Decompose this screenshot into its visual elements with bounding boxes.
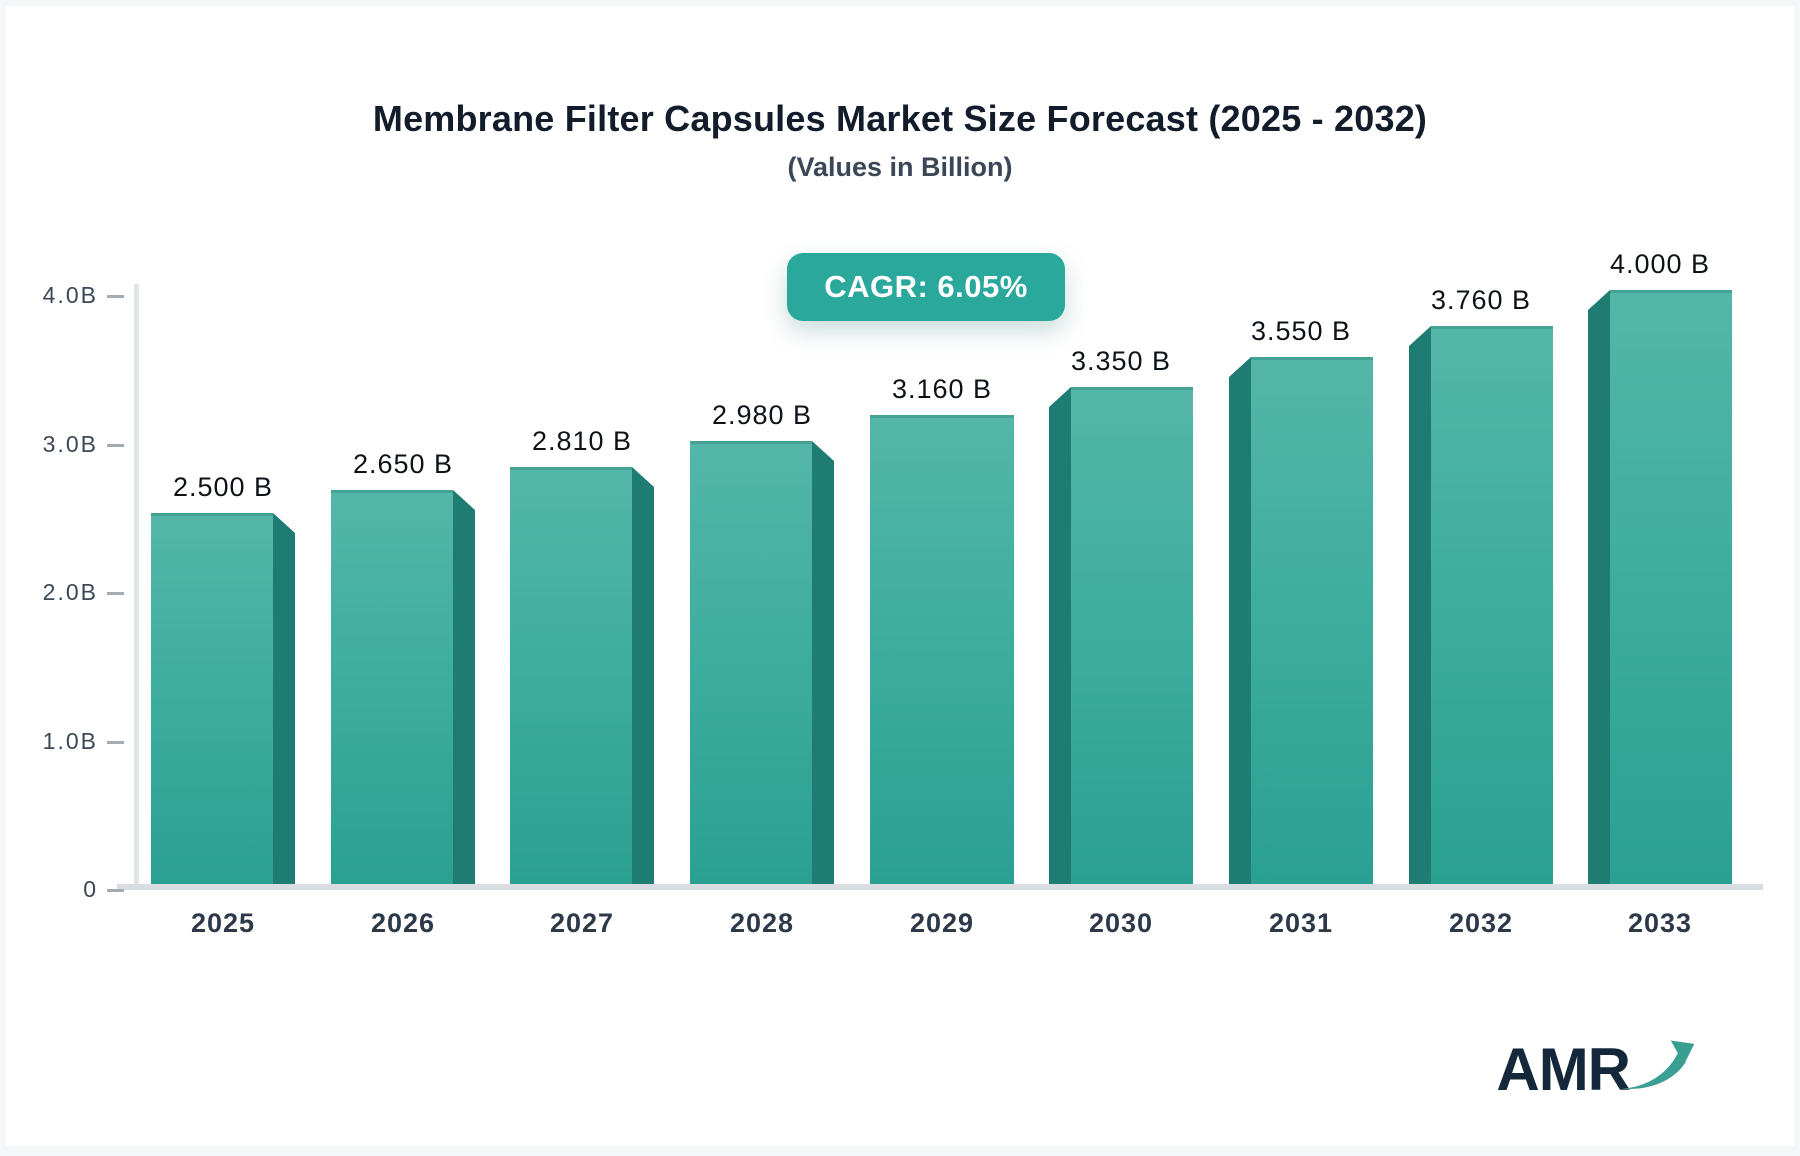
bar-face (1431, 326, 1553, 884)
x-axis-label: 2027 (549, 908, 615, 938)
y-axis-line (134, 284, 139, 890)
x-axis-label: 2033 (1627, 908, 1693, 938)
bar-2025 (151, 513, 295, 884)
x-axis-label: 2028 (729, 908, 795, 938)
y-axis-label: 2.0B (42, 579, 98, 605)
bar-face (151, 513, 273, 884)
bar-2027 (510, 467, 654, 884)
bar-value-label: 4.000 B (1609, 249, 1711, 279)
bar-3d-side (632, 467, 654, 884)
bar-face (510, 467, 632, 884)
bar-3d-side (1229, 357, 1251, 884)
bar-3d-side (273, 513, 295, 884)
bar-face (331, 490, 453, 884)
y-axis-label: 0 (83, 876, 98, 902)
amr-logo-text: AMR (1496, 1036, 1631, 1103)
bar-3d-side (812, 441, 834, 884)
x-axis-label: 2026 (370, 908, 436, 938)
bar-3d-side (1049, 387, 1071, 884)
plot-area: 2.500 B 2.650 B 2.810 B 2.980 B 3.160 B 3.350… (133, 240, 1750, 884)
x-axis-label: 2025 (190, 908, 256, 938)
x-axis-label: 2030 (1088, 908, 1154, 938)
chart-subtitle: (Values in Billion) (787, 152, 1013, 182)
growth-arrow-icon (1621, 1040, 1695, 1089)
bar-value-label: 3.550 B (1250, 316, 1352, 346)
bar-face (1610, 290, 1732, 884)
bar-value-label: 3.760 B (1430, 285, 1532, 315)
bar-2032 (1409, 326, 1553, 884)
y-axis-label: 4.0B (42, 282, 98, 308)
bar-value-label: 2.500 B (172, 472, 274, 502)
bar-2033 (1588, 290, 1732, 884)
bar-2030 (1049, 387, 1193, 884)
chart-title: Membrane Filter Capsules Market Size For… (372, 98, 1428, 139)
y-axis-tick (107, 592, 124, 595)
bar-value-label: 2.980 B (711, 400, 813, 430)
bar-value-label: 2.810 B (531, 426, 633, 456)
cagr-badge: CAGR: 6.05% (787, 253, 1065, 321)
bar-face (690, 441, 812, 884)
bar-value-label: 3.350 B (1070, 346, 1172, 376)
chart-card: Membrane Filter Capsules Market Size For… (6, 6, 1794, 1146)
y-axis-tick (107, 741, 124, 744)
x-axis-label: 2029 (909, 908, 975, 938)
x-axis-label: 2031 (1268, 908, 1334, 938)
bar-2028 (690, 441, 834, 884)
bar-face (870, 415, 1014, 884)
y-axis-tick (107, 444, 124, 447)
x-axis-label: 2032 (1448, 908, 1514, 938)
amr-logo: AMR (1496, 1032, 1696, 1100)
bar-3d-side (1409, 326, 1431, 884)
bar-3d-side (453, 490, 475, 884)
bar-2031 (1229, 357, 1373, 884)
x-axis-labels: 2025 2026 2027 2028 2029 2030 2031 2032 2033 (133, 908, 1750, 948)
cagr-badge-label: CAGR: 6.05% (824, 269, 1028, 304)
y-axis-tick (107, 889, 124, 892)
y-axis-tick (107, 295, 124, 298)
bar-value-label: 2.650 B (352, 449, 454, 479)
x-axis-line (117, 884, 1763, 890)
bar-3d-side (1588, 290, 1610, 884)
y-axis-label: 3.0B (42, 431, 98, 457)
bar-face (1071, 387, 1193, 884)
bar-face (1251, 357, 1373, 884)
bar-value-label: 3.160 B (891, 374, 993, 404)
bar-2029 (870, 415, 1014, 884)
y-axis-label: 1.0B (42, 728, 98, 754)
bar-2026 (331, 490, 475, 884)
